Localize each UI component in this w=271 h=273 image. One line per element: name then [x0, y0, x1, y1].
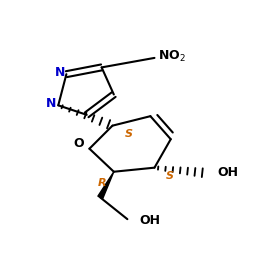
Text: NO$_2$: NO$_2$: [158, 49, 186, 64]
Text: N: N: [46, 97, 57, 111]
Text: OH: OH: [140, 214, 160, 227]
Text: S: S: [125, 129, 133, 139]
Text: N: N: [54, 66, 65, 79]
Text: OH: OH: [217, 166, 238, 179]
Text: S: S: [165, 171, 173, 181]
Polygon shape: [98, 172, 114, 199]
Text: R: R: [97, 177, 106, 188]
Text: O: O: [74, 137, 85, 150]
